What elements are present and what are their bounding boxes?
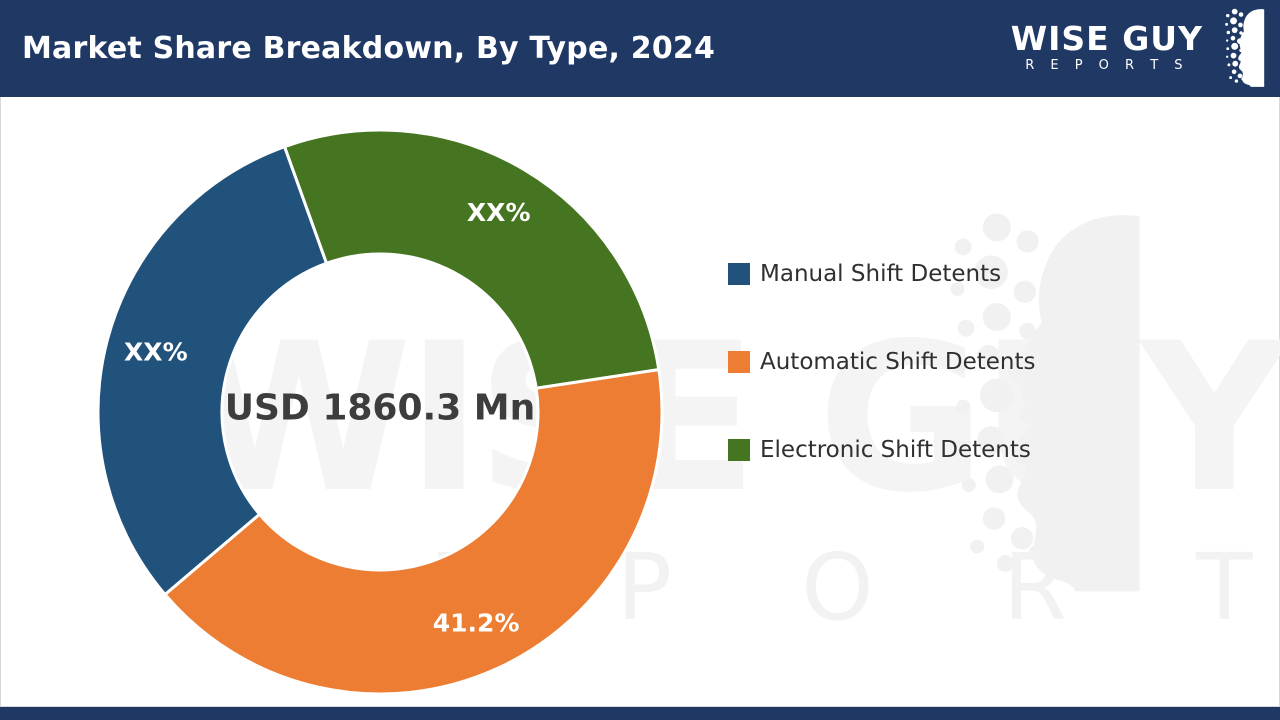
footer-bar	[0, 707, 1280, 720]
donut-segment-manual	[96, 145, 328, 596]
page-title: Market Share Breakdown, By Type, 2024	[22, 31, 716, 66]
logo-text: WISE GUY R E P O R T S	[1010, 18, 1203, 74]
legend-label: Electronic Shift Detents	[760, 437, 1031, 463]
legend-item-manual: Manual Shift Detents	[728, 261, 1035, 287]
legend-item-electronic: Electronic Shift Detents	[728, 437, 1035, 463]
legend-label: Automatic Shift Detents	[760, 349, 1036, 375]
wise-guy-logo: WISE GUY R E P O R T S	[1011, 7, 1266, 88]
wise-guy-face-icon	[1225, 8, 1265, 87]
legend-label: Manual Shift Detents	[760, 261, 1002, 287]
logo-wordmark: WISE GUY	[1010, 18, 1203, 58]
header-bar: Market Share Breakdown, By Type, 2024 WI…	[0, 0, 1280, 97]
donut-segment-electronic	[282, 128, 661, 390]
legend-swatch-electronic	[728, 439, 750, 461]
chart-legend: Manual Shift Detents Automatic Shift Det…	[728, 261, 1036, 463]
donut-segment-automatic	[163, 368, 664, 696]
slice-label-manual: XX%	[124, 338, 188, 367]
slice-label-electronic: XX%	[467, 198, 531, 227]
legend-item-automatic: Automatic Shift Detents	[728, 349, 1036, 375]
legend-swatch-automatic	[728, 351, 750, 373]
chart-center-value: USD 1860.3 Mn	[224, 387, 536, 429]
logo-subtitle: R E P O R T S	[1025, 58, 1189, 74]
legend-swatch-manual	[728, 263, 750, 285]
slice-label-automatic: 41.2%	[433, 609, 520, 638]
donut-chart: XX% 41.2% XX%	[96, 128, 664, 696]
